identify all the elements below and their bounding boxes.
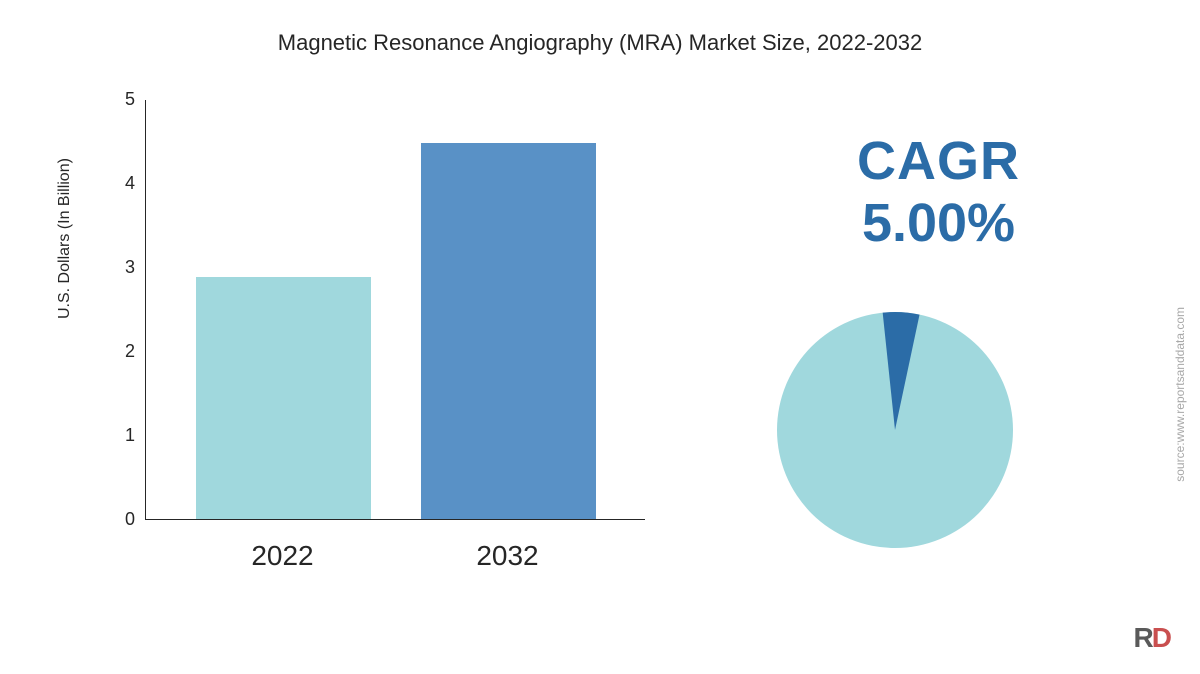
source-attribution: source:www.reportsanddata.com <box>1173 307 1187 482</box>
x-axis-label: 2022 <box>195 540 370 572</box>
cagr-label: CAGR <box>857 130 1020 192</box>
y-tick: 0 <box>115 509 135 530</box>
y-tick: 5 <box>115 89 135 110</box>
bar <box>421 143 596 519</box>
chart-title: Magnetic Resonance Angiography (MRA) Mar… <box>0 30 1200 56</box>
logo-r: R <box>1134 622 1152 653</box>
y-axis-label: U.S. Dollars (In Billion) <box>56 158 74 319</box>
y-tick: 4 <box>115 173 135 194</box>
logo: RD <box>1134 622 1170 654</box>
logo-d: D <box>1152 622 1170 653</box>
x-axis-label: 2032 <box>420 540 595 572</box>
cagr-callout: CAGR 5.00% <box>857 130 1020 254</box>
y-tick: 2 <box>115 341 135 362</box>
bar-plot-area <box>145 100 645 520</box>
y-tick: 1 <box>115 425 135 446</box>
y-tick: 3 <box>115 257 135 278</box>
bar <box>196 277 371 519</box>
cagr-value: 5.00% <box>857 192 1020 254</box>
cagr-pie-chart <box>775 310 1015 550</box>
